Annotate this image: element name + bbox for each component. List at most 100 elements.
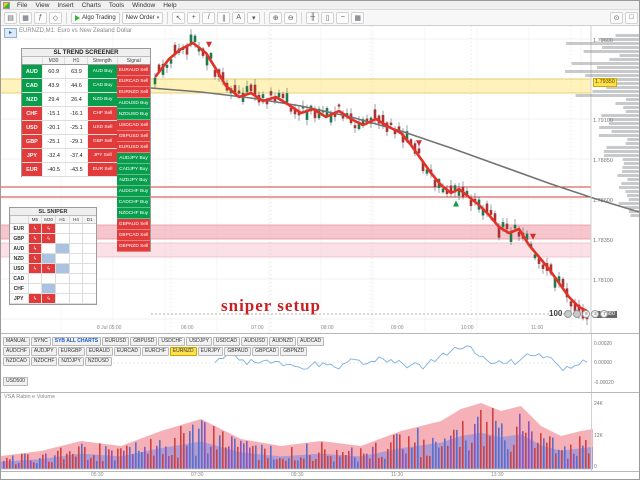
signal-nzdusd[interactable]: NZDUSD Buy [117,109,150,120]
signal-audchf[interactable]: AUDCHF Buy [117,186,150,197]
symbol-button-audchf[interactable]: AUDCHF [3,347,30,356]
signal-gbpnzd[interactable]: GBPNZD Sell [117,241,150,252]
symbol-button-gbpusd[interactable]: GBPUSD [130,337,158,346]
signal-cadchf[interactable]: CADCHF Buy [117,197,150,208]
volume-canvas[interactable] [1,393,640,471]
symbol-button-eurusd[interactable]: EURUSD [102,337,130,346]
signal-eurnzd[interactable]: EURNZD Sell [117,87,150,98]
screener-col-H1: H1 [64,57,87,64]
signal-euraud[interactable]: EURAUD Sell [117,65,150,76]
quick-button-4[interactable]: 3 [591,309,600,318]
signal-audjpy[interactable]: AUDJPY Buy [117,153,150,164]
screener-col-currency [22,57,42,64]
text-icon[interactable]: A [232,11,246,24]
symbol-button-gbpaud[interactable]: GBPAUD [224,347,252,356]
signal-gbpcad[interactable]: GBPCAD Sell [117,230,150,241]
symbol-button-usdcad[interactable]: USDCAD [212,337,241,346]
algo-trading-button[interactable]: Algo Trading [71,11,120,24]
signal-gbpaud[interactable]: GBPAUD Sell [117,219,150,230]
profiles-icon[interactable]: ▦ [19,11,32,24]
symbol-button-audcad[interactable]: AUDCAD [297,337,325,346]
sniper-cell [82,284,96,293]
objects-icon[interactable]: ◇ [49,11,62,24]
sniper-cell [82,294,96,303]
symbol-button-usd500[interactable]: USD500 [3,377,28,386]
arrow-object-icon[interactable]: ▾ [247,11,261,24]
symbol-button-gbpcad[interactable]: GBPCAD [252,347,280,356]
symbol-button-syb-all-charts[interactable]: SYB ALL CHARTS [51,337,102,346]
symbol-button-audjpy[interactable]: AUDJPY [30,347,57,356]
time-tick-label: 8 Jul 05:00 [97,325,122,331]
candle-chart-icon[interactable]: ▯ [321,11,335,24]
window-icon[interactable]: □ [625,11,638,24]
symbol-button-audusd[interactable]: AUDUSD [241,337,269,346]
signal-nzdjpy[interactable]: NZDJPY Buy [117,175,150,186]
search-icon[interactable]: ⊙ [610,11,623,24]
menu-tools[interactable]: Tools [108,1,125,9]
new-chart-icon[interactable]: ▤ [4,11,17,24]
price-tick-label: 1.78100 [593,278,613,284]
symbol-button-nzdusd[interactable]: NZDUSD [84,357,112,366]
signal-nzdchf[interactable]: NZDCHF Buy [117,208,150,219]
symbol-button-nzdjpy[interactable]: NZDJPY [58,357,84,366]
symbol-button-usdchf[interactable]: USDCHF [158,337,186,346]
quick-button-2[interactable] [573,309,582,318]
channel-icon[interactable]: ∥ [217,11,231,24]
signal-gbpusd[interactable]: GBPUSD Sell [117,131,150,142]
symbol-button-manual[interactable]: MANUAL [3,337,30,346]
bar-chart-icon[interactable]: ╫ [306,11,320,24]
oscillator-scale-label: -0.00020 [594,380,614,386]
panel-divider[interactable] [1,333,639,334]
screener-m30-value: 29.4 [41,93,65,106]
symbol-button-eurgbp[interactable]: EURGBP [57,347,85,356]
toolbar-separator [264,11,266,24]
menu-charts[interactable]: Charts [81,1,101,9]
panel-divider[interactable] [1,392,639,393]
screener-currency: CAD [22,79,42,92]
quick-button-5[interactable]: 7 [600,309,609,318]
quick-button-3[interactable]: 5 [582,309,591,318]
symbol-button-nzdcad[interactable]: NZDCAD [3,357,30,366]
symbol-button-nzdchf[interactable]: NZDCHF [30,357,58,366]
screener-col-M30: M30 [41,57,65,64]
indicators-icon[interactable]: ƒ [34,11,47,24]
symbol-button-eurjpy[interactable]: EURJPY [197,347,224,356]
one-click-trading-widget[interactable]: ▸ [4,28,17,38]
menu-insert[interactable]: Insert [57,1,74,9]
signal-eurusd[interactable]: EURUSD Sell [117,142,150,153]
cursor-icon[interactable]: ↖ [172,11,186,24]
screener-currency: EUR [22,163,42,176]
signal-usdcad[interactable]: USDCAD Sell [117,120,150,131]
trendline-icon[interactable]: / [202,11,216,24]
trend-screener-rows: AUD 60.9 63.9 AUD Buy CAD 43.9 44.6 CAD Buy NZD 2… [21,65,117,177]
symbol-button-eurnzd[interactable]: EURNZD [169,347,197,356]
screener-strength: GBP Sell [87,135,117,148]
menu-view[interactable]: View [35,1,50,9]
screener-h1-value: -16.1 [64,107,88,120]
quick-button-1[interactable] [564,309,573,318]
signal-eurcad[interactable]: EURCAD Sell [117,76,150,87]
symbol-button-sync[interactable]: SYNC [30,337,51,346]
symbol-button-usdjpy[interactable]: USDJPY [186,337,212,346]
menu-help[interactable]: Help [163,1,177,9]
sniper-row-chf: CHF [10,284,96,294]
signal-audusd[interactable]: AUDUSD Buy [117,98,150,109]
signal-cadjpy[interactable]: CADJPY Buy [117,164,150,175]
zoom-in-icon[interactable]: ⊕ [269,11,283,24]
sniper-header: M5 M30 H1 H4 D1 [10,216,96,224]
menu-window[interactable]: Window [132,1,156,9]
time-tick-label: 10:00 [461,325,474,331]
symbol-button-audnzd[interactable]: AUDNZD [269,337,297,346]
line-chart-icon[interactable]: ~ [336,11,350,24]
symbol-button-eurcad[interactable]: EURCAD [113,347,141,356]
crosshair-icon[interactable]: + [187,11,201,24]
menu-file[interactable]: File [17,1,28,9]
screener-m30-value: -20.1 [41,121,65,134]
symbol-button-euraud[interactable]: EURAUD [85,347,113,356]
zoom-out-icon[interactable]: ⊖ [284,11,298,24]
new-order-button[interactable]: New Order ▾ [121,11,164,24]
volume-scale-label: 0 [594,464,597,470]
symbol-button-gbpnzd[interactable]: GBPNZD [280,347,308,356]
timeframe-icon[interactable]: ▦ [351,11,365,24]
symbol-button-eurchf[interactable]: EURCHF [141,347,169,356]
